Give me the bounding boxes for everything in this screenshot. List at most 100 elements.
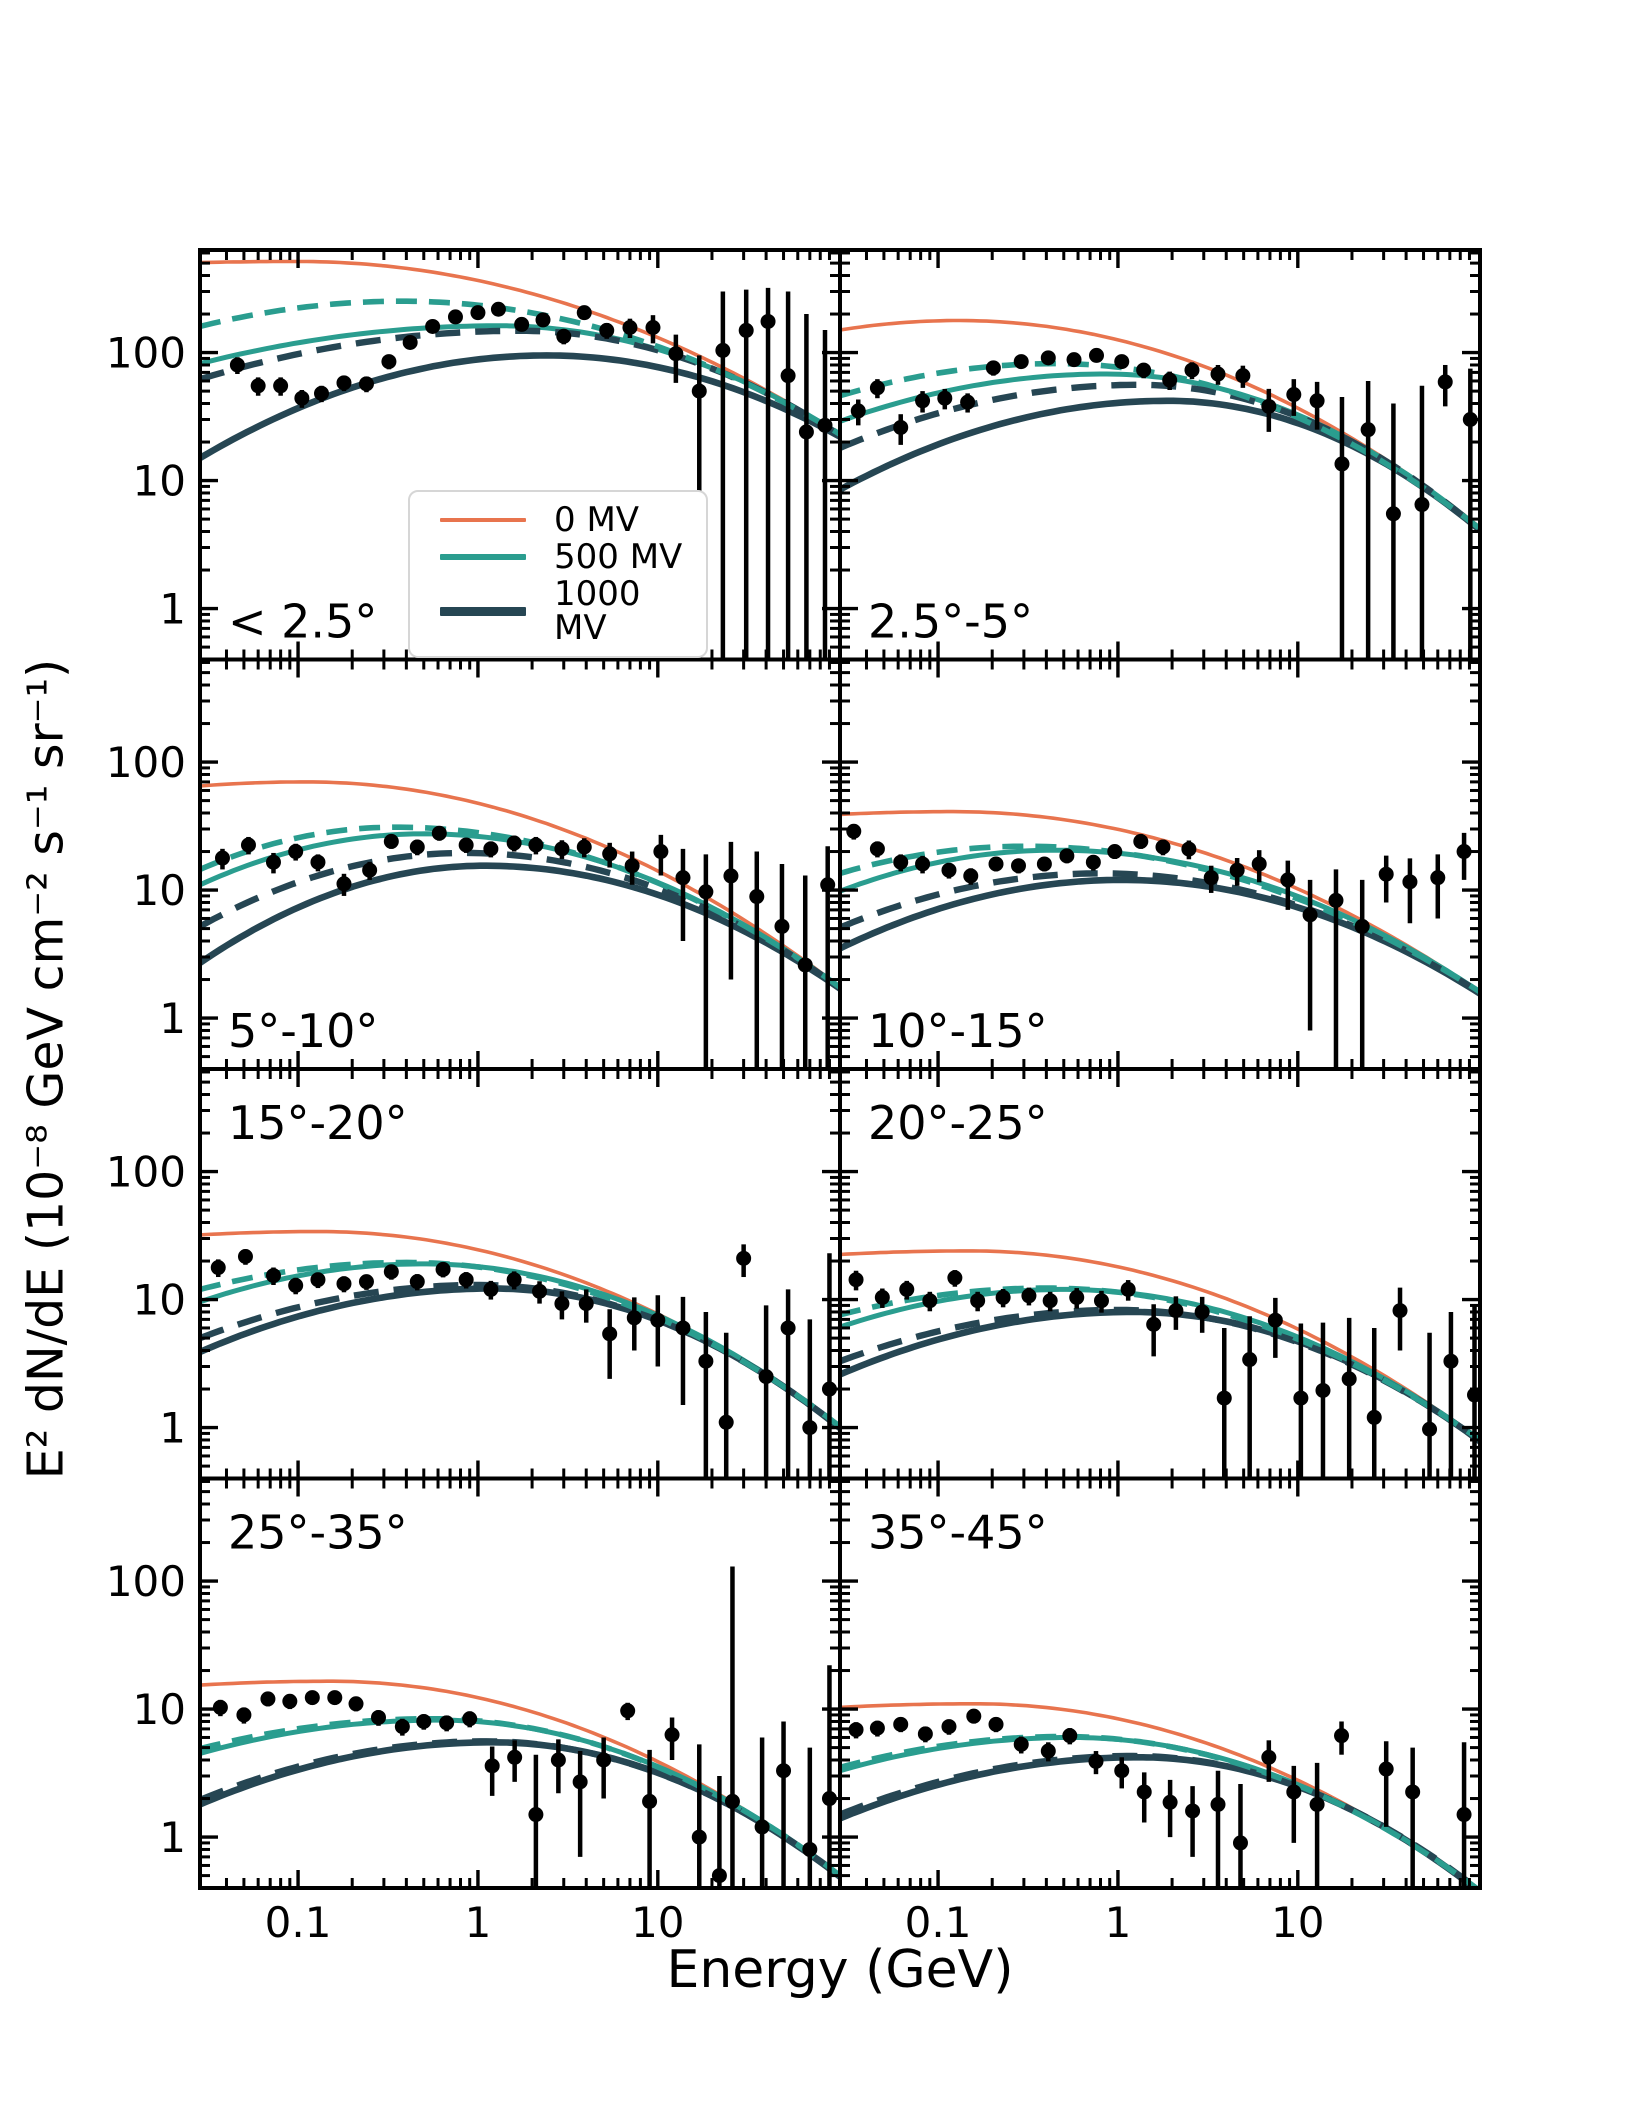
panel-1 [840, 318, 1480, 660]
legend-item-0mv: 0 MV [440, 503, 696, 537]
y-tick-label: 1 [159, 1813, 186, 1862]
data-point [370, 1709, 386, 1725]
data-point [214, 850, 230, 866]
data-point [1203, 870, 1219, 886]
data-point [1168, 1303, 1184, 1319]
data-point [1136, 362, 1152, 378]
data-point [846, 823, 862, 839]
data-point [458, 837, 474, 853]
data-point [1040, 350, 1056, 366]
data-point [402, 334, 418, 350]
data-point [1066, 352, 1082, 368]
panel-label: 20°-25° [868, 1096, 1048, 1150]
curve-1000mv-solid [200, 862, 840, 992]
data-point [850, 403, 866, 419]
data-point [776, 1763, 792, 1779]
data-point [578, 1296, 594, 1312]
data-point [288, 844, 304, 860]
data-point [774, 918, 790, 934]
curve-0mv-solid [200, 780, 840, 989]
x-axis-title: Energy (GeV) [666, 1940, 1014, 2000]
x-tick-label: 0.1 [265, 1898, 332, 1947]
data-point [596, 1752, 612, 1768]
data-point [922, 1293, 938, 1309]
x-tick-label: 10 [1271, 1898, 1324, 1947]
data-point [1093, 1293, 1109, 1309]
data-point [893, 419, 909, 435]
data-point [1010, 858, 1026, 874]
panel-2 [200, 780, 840, 1069]
data-point [1378, 1761, 1394, 1777]
panel-label: 10°-15° [868, 1004, 1048, 1058]
data-point [273, 378, 289, 394]
data-point [1334, 1728, 1350, 1744]
panel-border [838, 1476, 1482, 1890]
data-point [576, 839, 592, 855]
data-point [1422, 1421, 1438, 1437]
data-point [310, 854, 326, 870]
legend-line-swatch-0mv [440, 518, 526, 522]
data-point [1042, 1293, 1058, 1309]
curve-500mv-solid [840, 371, 1480, 531]
panel-label: 25°-35° [228, 1506, 408, 1560]
data-point [1402, 874, 1418, 890]
y-tick-label: 100 [106, 1557, 186, 1606]
data-point [917, 1726, 933, 1742]
data-point [848, 1722, 864, 1738]
data-point [817, 417, 833, 433]
data-point [1210, 1796, 1226, 1812]
data-point [1114, 354, 1130, 370]
data-point [1334, 456, 1350, 472]
data-point [1136, 1784, 1152, 1800]
data-point [572, 1774, 588, 1790]
data-point [622, 320, 638, 336]
data-point [985, 360, 1001, 376]
data-point [490, 301, 506, 317]
data-point [749, 889, 765, 905]
data-point [899, 1281, 915, 1297]
data-point [528, 837, 544, 853]
curve-500mv-dashed [200, 1259, 840, 1429]
data-point [915, 393, 931, 409]
legend-line-swatch-1000mv [440, 606, 526, 616]
y-tick-label: 10 [133, 457, 186, 506]
data-point [1133, 833, 1149, 849]
data-point [626, 1310, 642, 1326]
data-point [250, 378, 266, 394]
y-tick-label: 10 [133, 866, 186, 915]
y-tick-label: 100 [106, 738, 186, 787]
data-point [893, 1716, 909, 1732]
data-point [336, 876, 352, 892]
panel-0 [200, 259, 840, 660]
data-point [1120, 1281, 1136, 1297]
data-point [691, 383, 707, 399]
data-point [1456, 1807, 1472, 1823]
data-point [336, 1276, 352, 1292]
data-point [915, 856, 931, 872]
data-point [941, 1719, 957, 1735]
data-point [1013, 1736, 1029, 1752]
curve-0mv-solid [840, 318, 1480, 529]
legend-item-500mv: 500 MV [440, 540, 696, 574]
curve-1000mv-dashed [200, 1738, 840, 1879]
panel-7 [840, 1702, 1480, 1888]
data-point [1114, 1763, 1130, 1779]
curve-0mv-solid [840, 809, 1480, 994]
ticks [840, 250, 1480, 660]
data-point [754, 1819, 770, 1835]
data-point [1293, 1390, 1309, 1406]
data-point [237, 1249, 253, 1265]
data-point [960, 394, 976, 410]
data-point [506, 1272, 522, 1288]
curve-500mv-dashed [200, 1716, 840, 1878]
curve-500mv-dashed [840, 1285, 1480, 1443]
data-point [260, 1691, 276, 1707]
data-point [602, 1326, 618, 1342]
data-point [1194, 1304, 1210, 1320]
panel-3 [840, 809, 1480, 1069]
y-tick-label: 1 [159, 1404, 186, 1453]
data-point [470, 305, 486, 321]
ticks [840, 1069, 1480, 1479]
data-point [1378, 866, 1394, 882]
